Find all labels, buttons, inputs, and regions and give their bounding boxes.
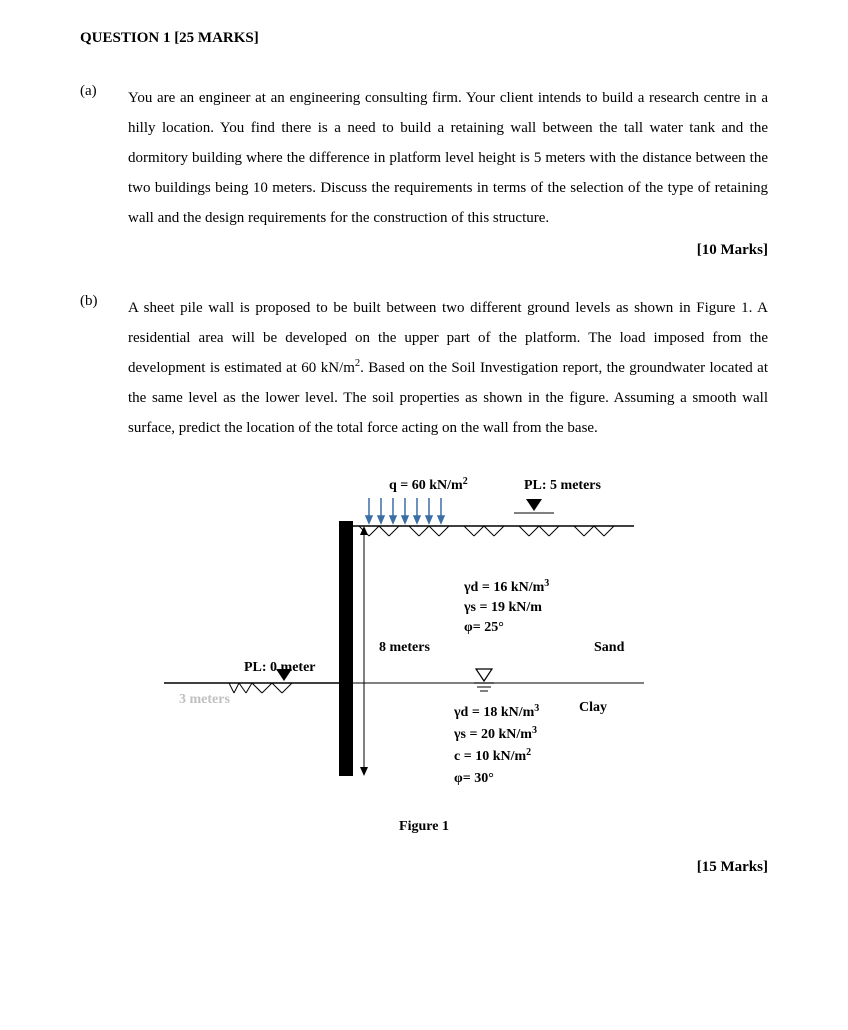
clay-c: c = 10 kN/m2 bbox=[454, 747, 531, 764]
depth8-label: 8 meters bbox=[379, 640, 430, 655]
clay-phi: φ= 30° bbox=[454, 771, 494, 786]
part-a-marks: [10 Marks] bbox=[128, 235, 768, 265]
part-a-text: You are an engineer at an engineering co… bbox=[128, 90, 768, 226]
part-b-body: A sheet pile wall is proposed to be buil… bbox=[128, 293, 768, 443]
clay-ys: γs = 20 kN/m3 bbox=[453, 725, 537, 742]
figure-container: q = 60 kN/m2 PL: 5 meters bbox=[80, 471, 768, 835]
q-label: q = 60 kN/m2 bbox=[389, 476, 468, 493]
clay-yd: γd = 18 kN/m3 bbox=[453, 703, 539, 720]
sand-ys: γs = 19 kN/m bbox=[463, 600, 542, 615]
sand-yd: γd = 16 kN/m3 bbox=[463, 578, 549, 595]
clay-label: Clay bbox=[579, 700, 607, 715]
part-a-label: (a) bbox=[80, 83, 128, 265]
part-a: (a) You are an engineer at an engineerin… bbox=[80, 83, 768, 265]
sand-phi: φ= 25° bbox=[464, 620, 504, 635]
part-a-body: You are an engineer at an engineering co… bbox=[128, 83, 768, 265]
water-triangle-icon bbox=[476, 669, 492, 681]
surcharge-arrows bbox=[366, 498, 444, 523]
figure-svg: q = 60 kN/m2 PL: 5 meters bbox=[164, 471, 684, 801]
part-b: (b) A sheet pile wall is proposed to be … bbox=[80, 293, 768, 443]
depth3-label: 3 meters bbox=[179, 692, 230, 707]
sheet-pile-wall bbox=[339, 521, 353, 776]
pl0-marker-icon bbox=[276, 669, 292, 681]
question-header: QUESTION 1 [25 MARKS] bbox=[80, 30, 768, 47]
pl5-marker-icon bbox=[526, 499, 542, 511]
depth8-dimension bbox=[360, 526, 368, 776]
pl5-label: PL: 5 meters bbox=[524, 478, 602, 493]
part-b-marks: [15 Marks] bbox=[80, 859, 768, 876]
figure-caption: Figure 1 bbox=[399, 819, 449, 835]
lower-ground-left-hatch bbox=[229, 683, 292, 693]
sand-label: Sand bbox=[594, 640, 625, 655]
upper-ground-hatch bbox=[359, 526, 614, 536]
part-b-label: (b) bbox=[80, 293, 128, 443]
